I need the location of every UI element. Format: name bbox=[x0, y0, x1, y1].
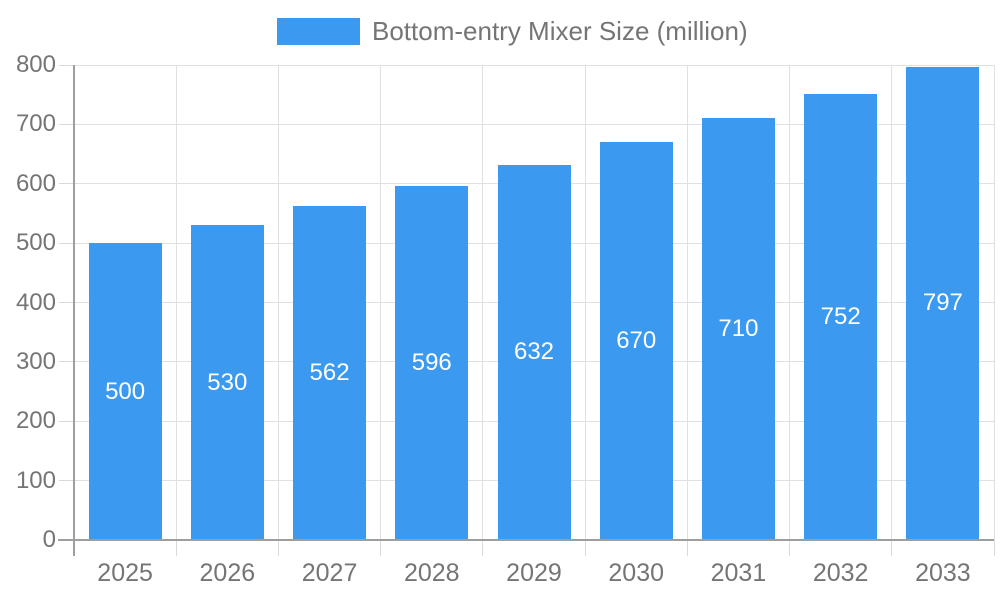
h-gridline bbox=[74, 64, 994, 66]
x-axis-tick-label: 2026 bbox=[199, 559, 256, 587]
y-axis-tick-label: 500 bbox=[15, 229, 56, 257]
y-tick bbox=[59, 123, 74, 125]
x-tick bbox=[380, 540, 382, 556]
x-tick bbox=[891, 540, 893, 556]
v-gridline bbox=[789, 65, 791, 540]
bar-value-label: 670 bbox=[616, 327, 657, 355]
bar-value-label: 632 bbox=[513, 338, 555, 366]
bar-value-label: 562 bbox=[309, 359, 350, 387]
bar-value-label: 596 bbox=[411, 349, 452, 377]
y-axis-line bbox=[73, 65, 75, 556]
x-axis-tick-label: 2031 bbox=[710, 559, 767, 587]
x-axis-tick-label: 2030 bbox=[608, 559, 665, 587]
y-tick bbox=[59, 420, 74, 422]
x-axis-line bbox=[58, 539, 994, 541]
v-gridline bbox=[584, 65, 586, 540]
y-tick bbox=[59, 480, 74, 482]
y-tick bbox=[59, 302, 74, 303]
legend-swatch[interactable] bbox=[277, 18, 360, 45]
x-tick bbox=[789, 540, 791, 556]
x-axis-tick-label: 2033 bbox=[915, 559, 971, 587]
v-gridline bbox=[891, 65, 893, 540]
legend-label: Bottom-entry Mixer Size (million) bbox=[372, 16, 748, 46]
v-gridline bbox=[993, 65, 995, 540]
x-axis-tick-label: 2029 bbox=[506, 559, 562, 587]
bar[interactable] bbox=[395, 186, 469, 540]
y-axis-tick-label: 200 bbox=[15, 407, 56, 435]
x-tick bbox=[277, 540, 279, 556]
x-tick bbox=[482, 540, 484, 556]
x-tick bbox=[993, 540, 995, 556]
v-gridline bbox=[175, 65, 177, 540]
y-axis-tick-label: 0 bbox=[42, 526, 56, 553]
y-axis-tick-label: 300 bbox=[15, 347, 56, 375]
y-tick bbox=[59, 242, 74, 244]
y-axis-tick-label: 700 bbox=[15, 110, 56, 138]
y-tick bbox=[59, 64, 74, 66]
x-axis-tick-label: 2027 bbox=[301, 559, 358, 587]
bar-value-label: 530 bbox=[207, 368, 248, 396]
bar-value-label: 797 bbox=[922, 289, 963, 317]
bar-value-label: 500 bbox=[105, 377, 146, 405]
bar[interactable] bbox=[804, 93, 878, 540]
y-axis-tick-label: 800 bbox=[15, 51, 56, 78]
bar-value-label: 752 bbox=[820, 302, 861, 330]
bar[interactable] bbox=[906, 66, 980, 540]
bar[interactable] bbox=[497, 164, 571, 540]
v-gridline bbox=[380, 65, 382, 540]
x-tick bbox=[584, 540, 586, 556]
bar[interactable] bbox=[701, 118, 775, 540]
v-gridline bbox=[277, 65, 279, 540]
h-gridline bbox=[74, 123, 994, 125]
y-tick bbox=[59, 361, 74, 363]
x-axis-tick-label: 2032 bbox=[812, 559, 869, 587]
v-gridline bbox=[686, 65, 688, 540]
bar[interactable] bbox=[293, 206, 367, 540]
y-axis-tick-label: 100 bbox=[15, 466, 56, 494]
v-gridline bbox=[482, 65, 484, 540]
y-axis-tick-label: 400 bbox=[15, 288, 56, 316]
x-tick bbox=[686, 540, 688, 556]
x-axis-tick-label: 2025 bbox=[97, 559, 153, 587]
bar[interactable] bbox=[88, 243, 162, 540]
bar-value-label: 710 bbox=[718, 315, 759, 343]
x-tick bbox=[175, 540, 177, 556]
y-tick bbox=[59, 183, 74, 185]
bar[interactable] bbox=[599, 142, 673, 540]
y-axis-tick-label: 600 bbox=[15, 169, 56, 197]
x-axis-tick-label: 2028 bbox=[403, 559, 460, 587]
bar[interactable] bbox=[190, 225, 264, 540]
